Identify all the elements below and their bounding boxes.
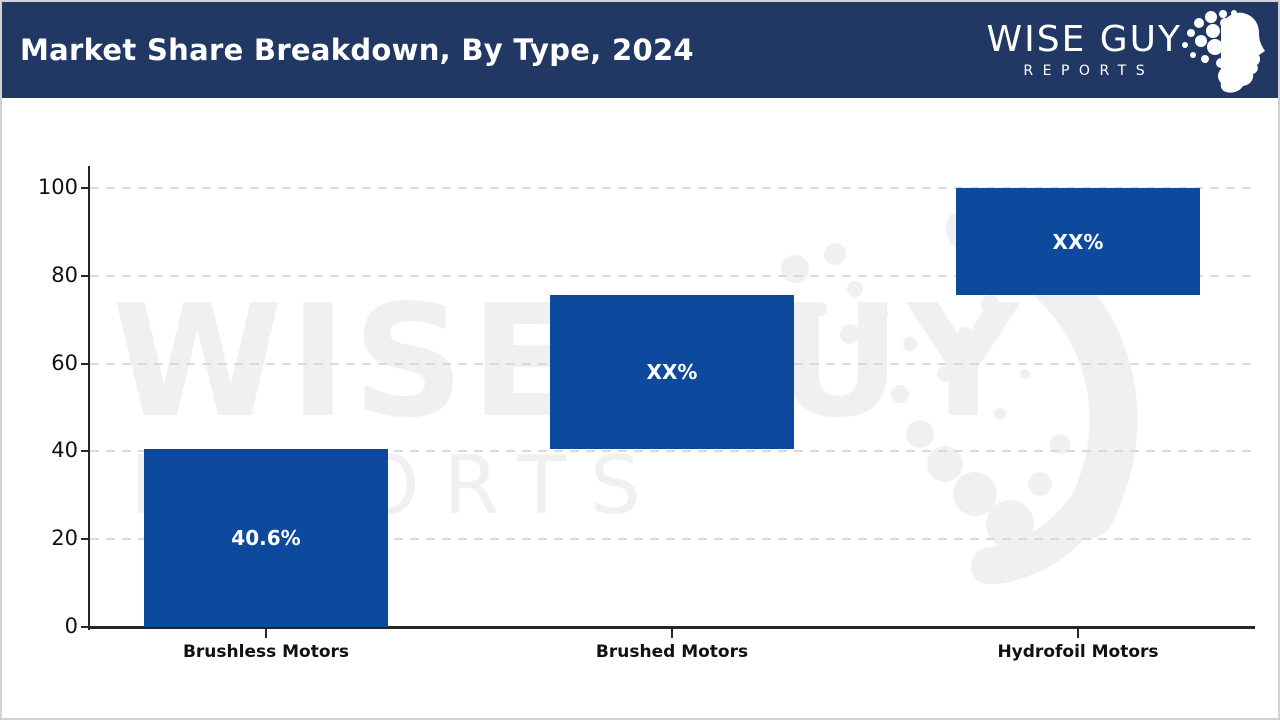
x-tick-label: Hydrofoil Motors xyxy=(997,642,1159,662)
y-tick-label: 20 xyxy=(51,526,78,551)
brand-subname: REPORTS xyxy=(1023,62,1155,79)
y-tick-label: 0 xyxy=(64,614,78,638)
x-tick-label: Brushed Motors xyxy=(595,642,749,662)
brand-name: WISE GUY xyxy=(986,18,1182,60)
y-tick-label: 60 xyxy=(51,350,78,375)
x-tick-mark xyxy=(265,629,267,638)
bar: XX% xyxy=(550,295,794,449)
y-axis-line xyxy=(88,166,90,630)
dotted-face-icon xyxy=(1182,10,1265,93)
x-tick-mark xyxy=(671,629,673,638)
bar: 40.6% xyxy=(144,448,388,627)
brand-logo-text: WISE GUY REPORTS xyxy=(986,18,1183,79)
x-axis-line xyxy=(88,626,1255,629)
y-tick-mark xyxy=(81,187,90,189)
bar-value-label: XX% xyxy=(646,359,698,384)
x-tick-label: Brushless Motors xyxy=(182,642,350,662)
grid-line xyxy=(90,274,1255,277)
y-tick-label: 100 xyxy=(37,175,78,199)
y-tick-label: 40 xyxy=(51,438,78,463)
brand-logo: WISE GUY REPORTS xyxy=(987,7,1269,93)
header-bar: Market Share Breakdown, By Type, 2024 WI… xyxy=(2,2,1278,98)
chart-title: Market Share Breakdown, By Type, 2024 xyxy=(20,33,694,67)
y-tick-mark xyxy=(81,450,90,453)
y-tick-mark xyxy=(81,274,90,277)
bar-value-label: 40.6% xyxy=(231,525,301,550)
y-tick-mark xyxy=(81,538,90,541)
y-tick-label: 80 xyxy=(51,262,78,287)
grid-line xyxy=(90,450,1255,453)
grid-line xyxy=(90,187,1255,189)
grid-line xyxy=(90,538,1255,541)
x-tick-mark xyxy=(1077,629,1079,638)
y-tick-mark xyxy=(81,362,90,365)
bar: XX% xyxy=(956,188,1200,296)
y-tick-mark xyxy=(81,626,90,628)
bar-value-label: XX% xyxy=(1052,229,1104,254)
